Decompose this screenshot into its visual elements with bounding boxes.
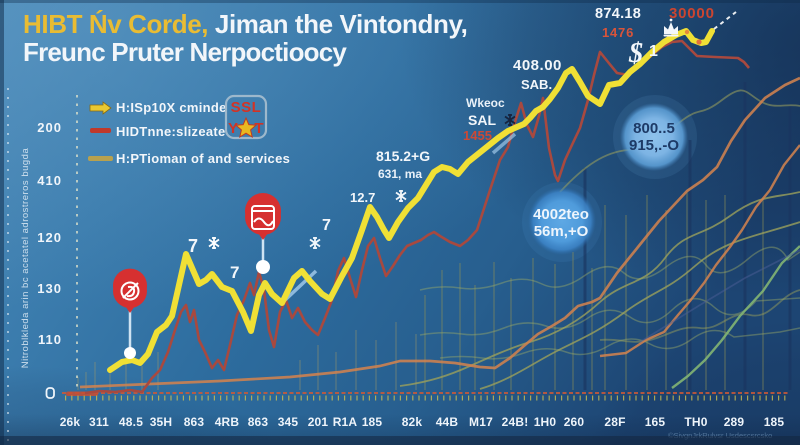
svg-text:289: 289 [724, 415, 745, 429]
svg-text:4RB: 4RB [215, 415, 240, 429]
svg-text:1455: 1455 [463, 128, 492, 143]
svg-text:631, ma: 631, ma [378, 167, 422, 181]
svg-text:26k: 26k [60, 415, 81, 429]
svg-text:185: 185 [764, 415, 785, 429]
svg-text:SAB.: SAB. [521, 77, 552, 92]
svg-text:200: 200 [37, 120, 62, 135]
svg-text:4002teo: 4002teo [533, 206, 589, 223]
svg-text:815.2+G: 815.2+G [376, 148, 430, 164]
svg-text:HIDTnne:slizeate: HIDTnne:slizeate [116, 124, 226, 139]
svg-text:M17: M17 [469, 415, 493, 429]
svg-text:1: 1 [649, 43, 658, 60]
svg-text:1H0: 1H0 [534, 415, 557, 429]
svg-text:TH0: TH0 [684, 415, 707, 429]
svg-text:56m,+O: 56m,+O [534, 223, 589, 240]
svg-text:H:PTioman of and services: H:PTioman of and services [116, 151, 290, 166]
svg-text:915,.-O: 915,.-O [629, 137, 679, 154]
svg-text:Freunc Pruter Nerpoctioocy: Freunc Pruter Nerpoctioocy [23, 37, 347, 67]
svg-text:800..5: 800..5 [633, 120, 675, 137]
svg-text:©SivgnJrkRulvsr Usdescsrcsko: ©SivgnJrkRulvsr Usdescsrcsko [668, 431, 772, 440]
svg-text:311: 311 [89, 415, 109, 429]
svg-text:7: 7 [322, 217, 331, 234]
svg-text:35H: 35H [150, 415, 173, 429]
svg-text:130: 130 [37, 281, 62, 296]
svg-text:874.18: 874.18 [595, 6, 641, 22]
svg-text:30000: 30000 [669, 5, 715, 22]
svg-text:H:ISp10X cminde: H:ISp10X cminde [116, 100, 227, 115]
svg-text:48.5: 48.5 [119, 415, 143, 429]
svg-text:44B: 44B [436, 415, 459, 429]
svg-text:12.7: 12.7 [350, 190, 375, 205]
svg-text:185: 185 [362, 415, 383, 429]
svg-text:410: 410 [37, 173, 62, 188]
svg-text:345: 345 [278, 415, 299, 429]
svg-text:201: 201 [308, 415, 329, 429]
svg-text:260: 260 [564, 415, 585, 429]
svg-text:Wkeoc: Wkeoc [466, 96, 505, 110]
svg-text:Y: Y [228, 120, 238, 137]
svg-text:7: 7 [230, 263, 239, 282]
svg-text:82k: 82k [402, 415, 423, 429]
svg-text:$: $ [628, 38, 643, 69]
svg-text:T: T [254, 120, 263, 137]
svg-text:1476: 1476 [602, 25, 634, 40]
svg-text:165: 165 [645, 415, 666, 429]
svg-text:HIBT Ńv Corde, Jiman the Vinto: HIBT Ńv Corde, Jiman the Vintondny, [23, 9, 467, 39]
svg-text:Nitroblkleda arin bc acetatel: Nitroblkleda arin bc acetatel adrostrero… [20, 148, 31, 369]
svg-text:R1A: R1A [333, 415, 358, 429]
svg-text:SAL: SAL [468, 112, 496, 128]
svg-text:863: 863 [248, 415, 269, 429]
svg-text:24B!: 24B! [502, 415, 529, 429]
svg-text:120: 120 [37, 230, 62, 245]
svg-text:408.00: 408.00 [513, 57, 562, 74]
svg-text:863: 863 [184, 415, 205, 429]
svg-text:28F: 28F [604, 415, 625, 429]
svg-text:7: 7 [188, 236, 198, 256]
svg-text:SSL: SSL [231, 99, 262, 116]
svg-text:110: 110 [38, 332, 62, 347]
